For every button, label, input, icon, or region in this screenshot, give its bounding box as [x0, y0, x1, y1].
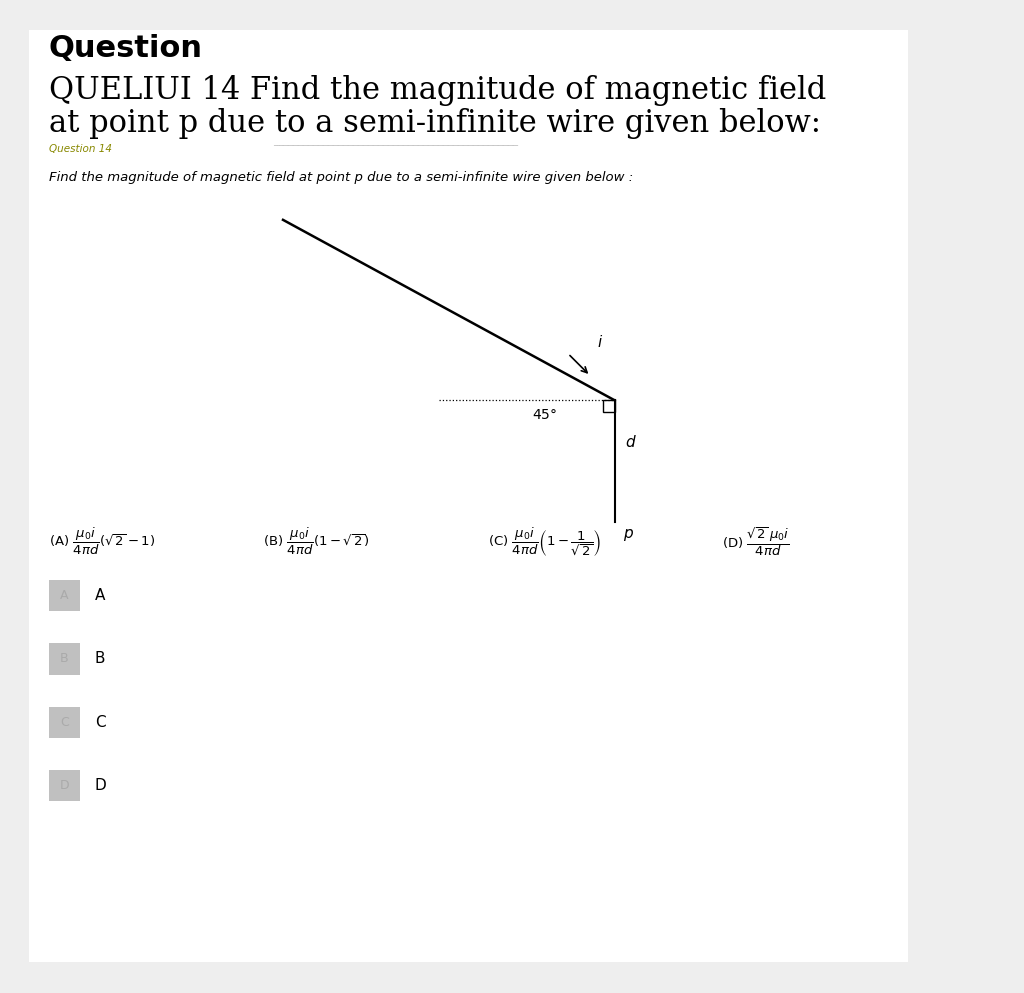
Bar — [49, 771, 80, 801]
Text: $45°$: $45°$ — [531, 408, 557, 422]
Text: ─────────────────────────────────────────────────: ────────────────────────────────────────… — [273, 140, 518, 149]
Text: C: C — [60, 716, 69, 729]
Text: Question: Question — [49, 35, 203, 64]
Text: A: A — [94, 588, 105, 603]
Text: B: B — [60, 652, 69, 665]
Text: $p$: $p$ — [623, 527, 634, 543]
Text: Find the magnitude of magnetic field at point p due to a semi-infinite wire give: Find the magnitude of magnetic field at … — [49, 171, 633, 184]
Text: (D) $\dfrac{\sqrt{2}\,\mu_0 i}{4\pi d}$: (D) $\dfrac{\sqrt{2}\,\mu_0 i}{4\pi d}$ — [722, 525, 790, 558]
Text: QUELIUI 14 Find the magnitude of magnetic field: QUELIUI 14 Find the magnitude of magneti… — [49, 75, 826, 106]
Text: (A) $\dfrac{\mu_0 i}{4\pi d}(\sqrt{2}-1)$: (A) $\dfrac{\mu_0 i}{4\pi d}(\sqrt{2}-1)… — [49, 526, 155, 557]
Bar — [30, 30, 907, 961]
Bar — [49, 580, 80, 611]
Text: (C) $\dfrac{\mu_0 i}{4\pi d}\left(1-\dfrac{1}{\sqrt{2}}\right)$: (C) $\dfrac{\mu_0 i}{4\pi d}\left(1-\dfr… — [487, 525, 601, 559]
Text: $d$: $d$ — [625, 434, 636, 450]
Text: Question 14: Question 14 — [49, 144, 112, 154]
Text: at point p due to a semi-infinite wire given below:: at point p due to a semi-infinite wire g… — [49, 107, 821, 139]
Bar — [49, 707, 80, 738]
Bar — [603, 400, 614, 412]
Text: D: D — [94, 779, 106, 793]
Text: (B) $\dfrac{\mu_0 i}{4\pi d}(1-\sqrt{2})$: (B) $\dfrac{\mu_0 i}{4\pi d}(1-\sqrt{2})… — [263, 526, 370, 557]
Bar — [49, 643, 80, 674]
Text: D: D — [59, 780, 70, 792]
Text: A: A — [60, 589, 69, 602]
Text: C: C — [94, 715, 105, 730]
Text: $i$: $i$ — [597, 334, 603, 350]
Text: B: B — [94, 651, 105, 666]
